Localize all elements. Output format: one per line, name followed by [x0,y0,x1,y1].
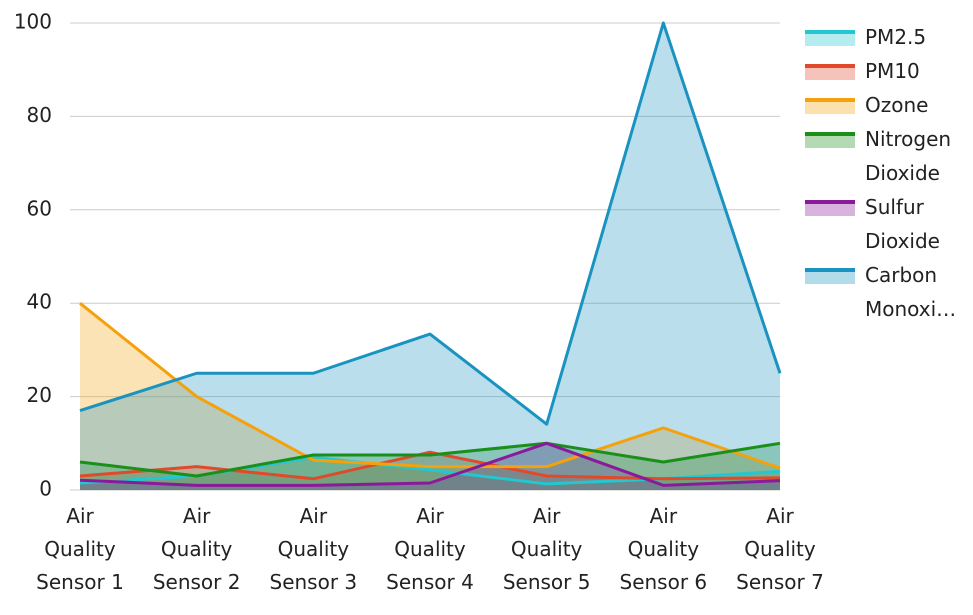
x-tick-label: Air Quality Sensor 7 [736,504,824,594]
legend-item: Nitrogen Dioxide [805,122,973,190]
line [79,441,781,478]
legend-swatch [805,200,855,216]
legend-item: Carbon Monoxi… [805,258,973,326]
line [79,441,781,487]
x-tick-label: Air Quality Sensor 3 [269,504,358,594]
legend-label: Carbon Monoxi… [865,263,957,321]
line [79,21,782,426]
legend-item: Sulfur Dioxide [805,190,973,258]
area [80,23,780,490]
legend-item: PM2.5 [805,20,973,54]
legend-swatch [805,132,855,148]
line [79,302,781,470]
legend-label: PM10 [865,59,920,83]
y-tick-label: 60 [27,196,52,220]
legend-label: PM2.5 [865,25,927,49]
y-tick-label: 100 [14,10,52,34]
x-tick-label: Air Quality Sensor 4 [386,504,474,594]
legend-swatch [805,64,855,80]
line [79,450,781,481]
x-tick-label: Air Quality Sensor 1 [36,504,124,594]
y-tick-label: 0 [39,477,52,501]
x-tick-label: Air Quality Sensor 2 [152,504,241,594]
legend-swatch [805,98,855,114]
legend-label: Sulfur Dioxide [865,195,940,253]
legend-item: Ozone [805,88,973,122]
y-tick-label: 80 [27,103,52,127]
x-tick-label: Air Quality Sensor 6 [619,504,708,594]
legend-swatch [805,30,855,46]
legend-swatch [805,268,855,284]
y-tick-label: 40 [27,290,52,314]
area [80,303,780,490]
legend-label: Ozone [865,93,929,117]
legend-item: PM10 [805,54,973,88]
y-tick-label: 20 [27,383,52,407]
legend-label: Nitrogen Dioxide [865,127,952,185]
x-tick-label: Air Quality Sensor 5 [502,504,591,594]
